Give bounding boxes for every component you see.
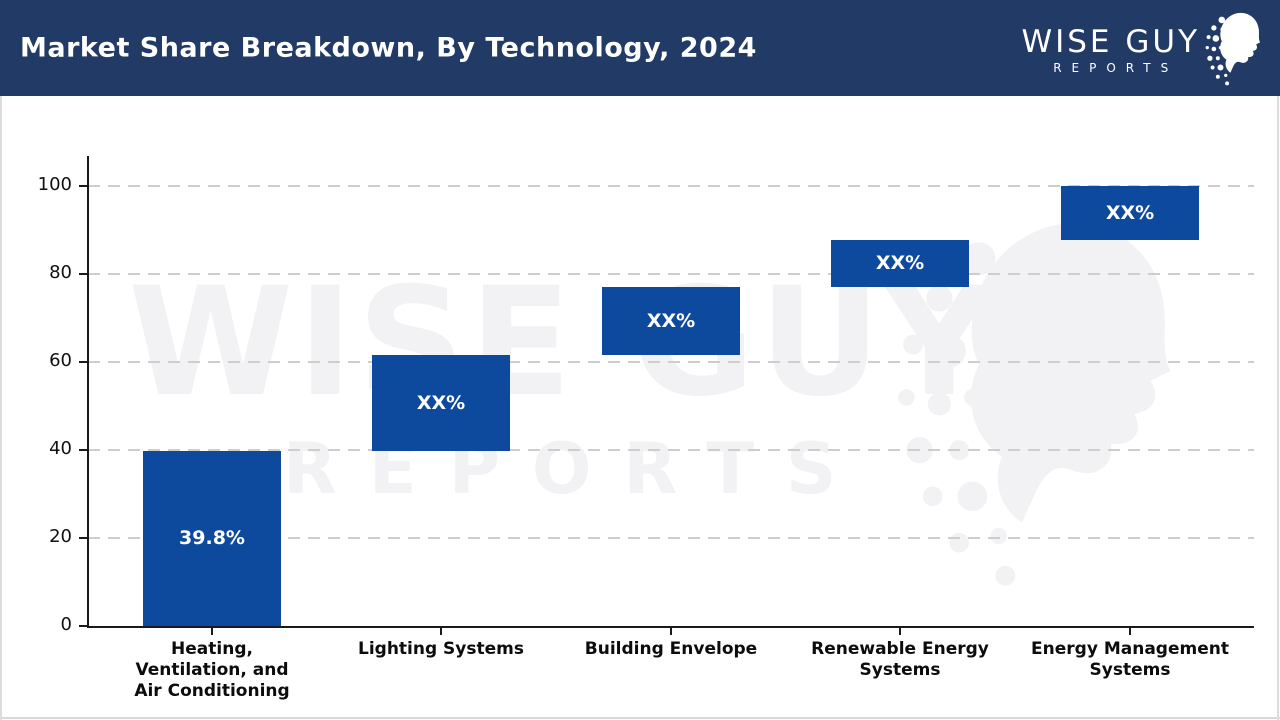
y-axis-tick (79, 272, 88, 275)
y-axis-tick (79, 536, 88, 539)
watermark-text-top: WISE GUY (128, 256, 998, 430)
category-label-line: Building Envelope (584, 639, 758, 659)
chart-area: WISE GUY REPORTS 0 20 40 60 80 100 39.8% Heatin… (0, 96, 1280, 720)
header-bar: Market Share Breakdown, By Technology, 2… (0, 0, 1280, 96)
bar-3: XX% (602, 287, 740, 356)
y-axis-tick (79, 184, 88, 187)
head-profile-icon (1205, 12, 1261, 86)
x-axis-tick (670, 628, 672, 635)
brand-subname: REPORTS (1053, 60, 1179, 75)
category-label-line: Ventilation, and (135, 660, 289, 680)
gridline-40 (88, 448, 1254, 451)
bar-1: 39.8% (143, 450, 281, 626)
y-axis-tick (79, 625, 88, 627)
gridline-100 (88, 184, 1254, 187)
x-axis-tick (211, 628, 213, 635)
category-label-3: Building Envelope (551, 639, 791, 660)
brand-logo-text: WISE GUY REPORTS (1021, 24, 1200, 75)
y-axis-tick-label: 20 (49, 525, 72, 547)
page-title: Market Share Breakdown, By Technology, 2… (20, 32, 757, 64)
category-label-line: Heating, (171, 639, 253, 659)
bar-5: XX% (1061, 185, 1199, 240)
watermark-text-bottom: REPORTS (283, 428, 869, 510)
bar-value-label: XX% (646, 310, 696, 333)
gridline-80 (88, 272, 1254, 275)
y-axis-tick-label: 100 (37, 173, 72, 195)
y-axis-spine (87, 156, 89, 628)
category-label-line: Lighting Systems (357, 639, 524, 659)
x-axis-spine (87, 626, 1254, 628)
y-axis-tick (79, 448, 88, 451)
y-axis-tick-label: 40 (49, 437, 72, 459)
page-bottom-border (0, 717, 1280, 719)
brand-logo: WISE GUY REPORTS (1021, 6, 1268, 92)
bar-value-label: XX% (416, 391, 466, 414)
page-right-border (1277, 96, 1279, 720)
bar-value-label: 39.8% (179, 527, 245, 550)
category-label-line: Renewable Energy (811, 639, 989, 659)
x-axis-tick (440, 628, 442, 635)
brand-name: WISE GUY (1021, 23, 1200, 60)
bar-value-label: XX% (875, 252, 925, 275)
x-axis-tick (899, 628, 901, 635)
bar-2: XX% (372, 355, 510, 451)
bar-value-label: XX% (1105, 201, 1155, 224)
gridline-60 (88, 360, 1254, 363)
gridline-20 (88, 536, 1254, 539)
category-label-line: Systems (859, 660, 941, 680)
category-label-1: Heating, Ventilation, and Air Conditioning (92, 639, 332, 702)
y-axis-tick-label: 80 (49, 261, 72, 283)
category-label-2: Lighting Systems (321, 639, 561, 660)
bar-4: XX% (831, 239, 969, 288)
page-left-border (0, 96, 2, 720)
category-label-line: Systems (1089, 660, 1171, 680)
y-axis-tick-label: 60 (49, 349, 72, 371)
category-label-4: Renewable Energy Systems (780, 639, 1020, 681)
x-axis-tick (1129, 628, 1131, 635)
category-label-line: Air Conditioning (134, 681, 290, 701)
y-axis-tick-label: 0 (60, 614, 72, 635)
category-label-5: Energy Management Systems (1010, 639, 1250, 681)
y-axis-tick (79, 360, 88, 363)
category-label-line: Energy Management (1031, 639, 1229, 659)
